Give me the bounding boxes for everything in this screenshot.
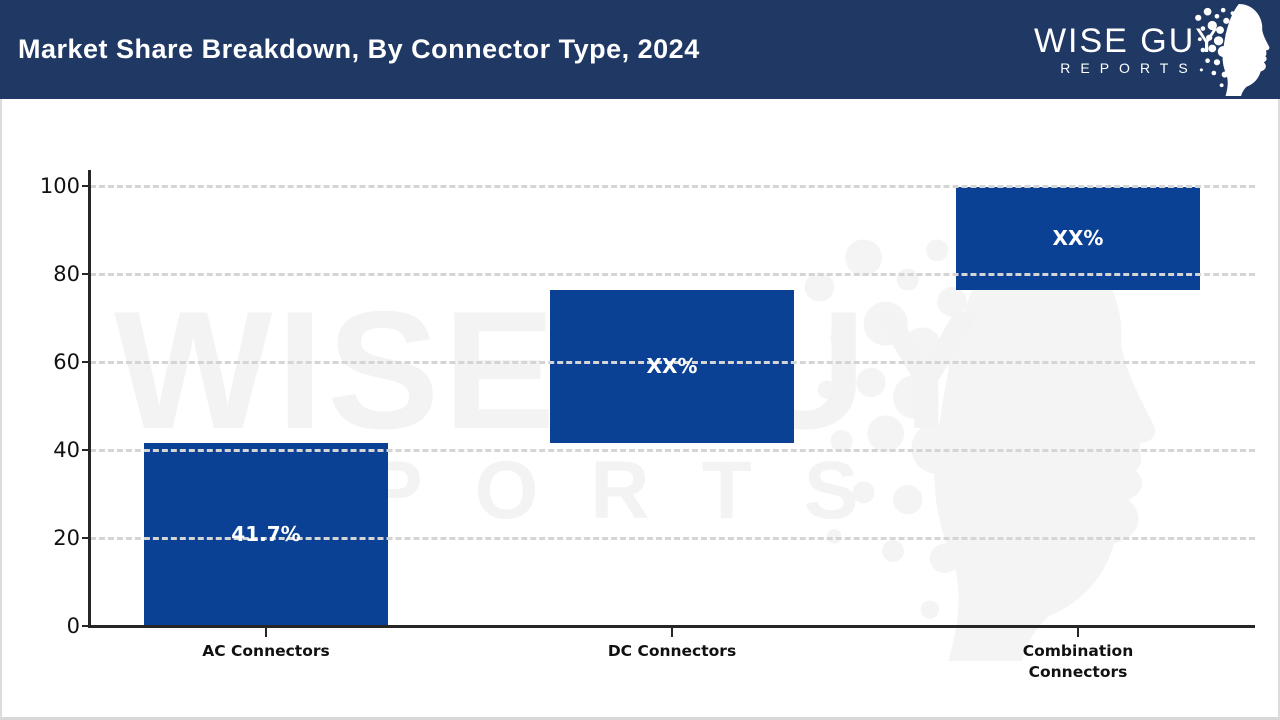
y-axis-tick bbox=[82, 361, 90, 363]
y-axis-tick bbox=[82, 273, 90, 275]
x-axis-line bbox=[88, 625, 1255, 628]
category-label: AC Connectors bbox=[202, 642, 330, 660]
y-axis-tick-label: 40 bbox=[53, 438, 80, 462]
y-axis-tick bbox=[82, 537, 90, 539]
y-axis-tick-label: 60 bbox=[53, 350, 80, 374]
gridline-y100 bbox=[90, 185, 1255, 188]
y-axis-line bbox=[88, 170, 91, 628]
category-label: Combination Connectors bbox=[1022, 642, 1134, 682]
y-axis-tick-label: 100 bbox=[39, 174, 80, 198]
gridline-y20 bbox=[90, 537, 1255, 540]
bar-1 bbox=[144, 442, 388, 626]
y-axis-tick-label: 20 bbox=[53, 526, 80, 550]
y-axis-tick bbox=[82, 449, 90, 451]
x-axis-tick bbox=[671, 628, 673, 637]
page-title: Market Share Breakdown, By Connector Typ… bbox=[18, 34, 700, 64]
bar-value-label: 41.7% bbox=[231, 522, 301, 547]
logo-text: WISE GUY REPORTS bbox=[1034, 24, 1220, 75]
bar-value-label: XX% bbox=[646, 354, 698, 379]
bar-value-label: XX% bbox=[1052, 226, 1104, 251]
y-axis-tick bbox=[82, 625, 90, 627]
y-axis-tick-label: 80 bbox=[53, 262, 80, 286]
gridline-y60 bbox=[90, 361, 1255, 364]
y-axis-tick-label: 0 bbox=[66, 614, 80, 638]
logo-subtitle: REPORTS bbox=[1060, 60, 1198, 76]
gridline-y40 bbox=[90, 449, 1255, 452]
y-axis-tick bbox=[82, 185, 90, 187]
header-banner: Market Share Breakdown, By Connector Typ… bbox=[0, 0, 1280, 99]
x-axis-tick bbox=[265, 628, 267, 637]
gridline-y80 bbox=[90, 273, 1255, 276]
logo-wordmark: WISE GUY bbox=[1033, 22, 1220, 60]
x-axis-tick bbox=[1077, 628, 1079, 637]
chart-canvas: WISE GUY REPORTS 0 20 40 60 80 100 41.7% AC Con… bbox=[0, 99, 1280, 720]
category-label: DC Connectors bbox=[607, 642, 737, 660]
wise-guy-reports-logo: WISE GUY REPORTS bbox=[1034, 0, 1280, 99]
bar-2 bbox=[550, 289, 794, 443]
